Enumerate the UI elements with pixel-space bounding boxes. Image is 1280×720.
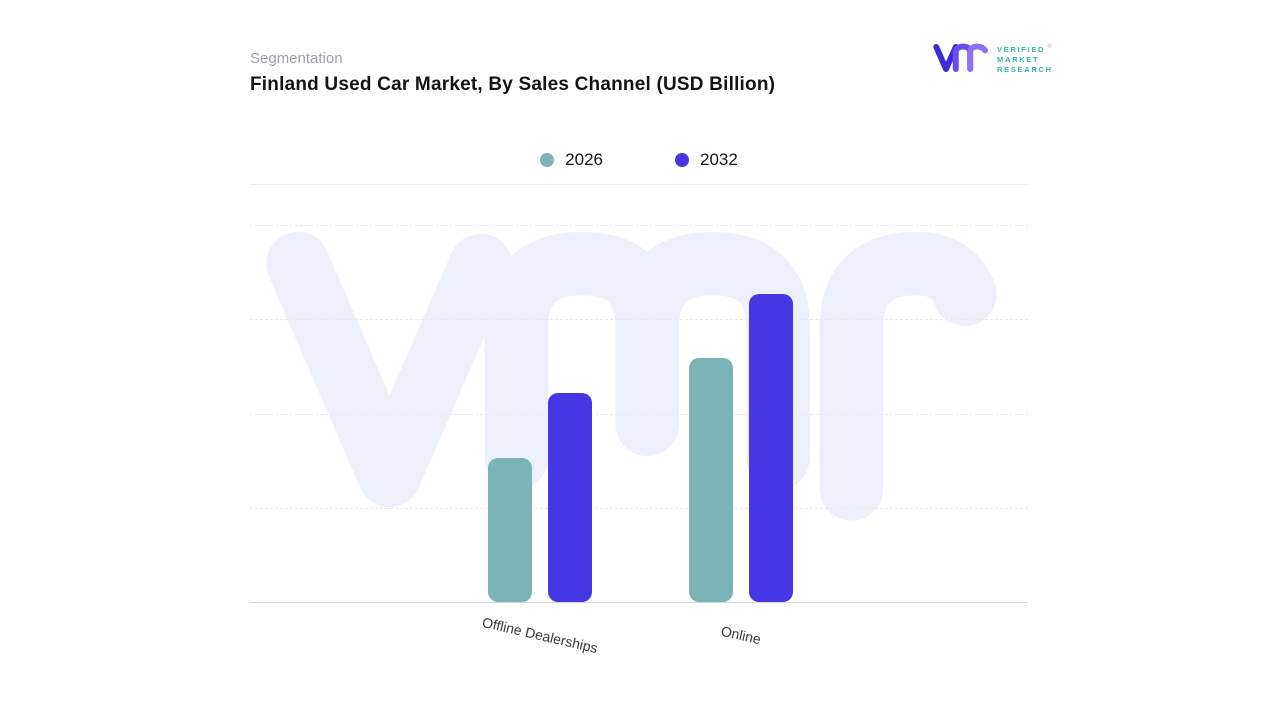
chart-legend: 2026 2032	[250, 150, 1028, 170]
segmentation-label: Segmentation	[250, 50, 343, 67]
chart-title: Finland Used Car Market, By Sales Channe…	[250, 74, 776, 95]
bar-2026-online	[689, 358, 733, 602]
legend-item-2026: 2026	[540, 150, 603, 170]
bar-2026-offline-dealerships	[487, 458, 532, 602]
legend-divider	[250, 184, 1028, 185]
legend-dot-2032	[675, 153, 689, 167]
vmr-logo-icon	[933, 43, 988, 72]
logo-line: VERIFIED ®	[997, 43, 1052, 54]
vmr-logo-text: VERIFIED ® MARKET RESEARCH	[997, 42, 1053, 75]
logo-line: RESEARCH	[997, 64, 1053, 74]
gridline	[250, 508, 1028, 509]
bar-2032-online	[749, 294, 793, 602]
logo-line: MARKET	[997, 54, 1040, 64]
legend-item-2032: 2032	[675, 150, 738, 170]
x-axis-label: Online	[719, 622, 763, 648]
x-axis-label: Offline Dealerships	[480, 613, 599, 657]
legend-label-2032: 2032	[700, 150, 738, 169]
vmr-logo: VERIFIED ® MARKET RESEARCH	[932, 40, 1053, 76]
gridline	[250, 414, 1028, 415]
gridline	[250, 319, 1028, 320]
bar-2032-offline-dealerships	[547, 393, 592, 602]
gridline	[250, 225, 1028, 226]
registered-mark: ®	[1047, 43, 1052, 50]
legend-label-2026: 2026	[565, 150, 603, 169]
legend-dot-2026	[540, 153, 555, 167]
plot-area: Offline Dealerships Online	[250, 225, 1028, 656]
vmr-watermark-icon	[266, 231, 997, 521]
